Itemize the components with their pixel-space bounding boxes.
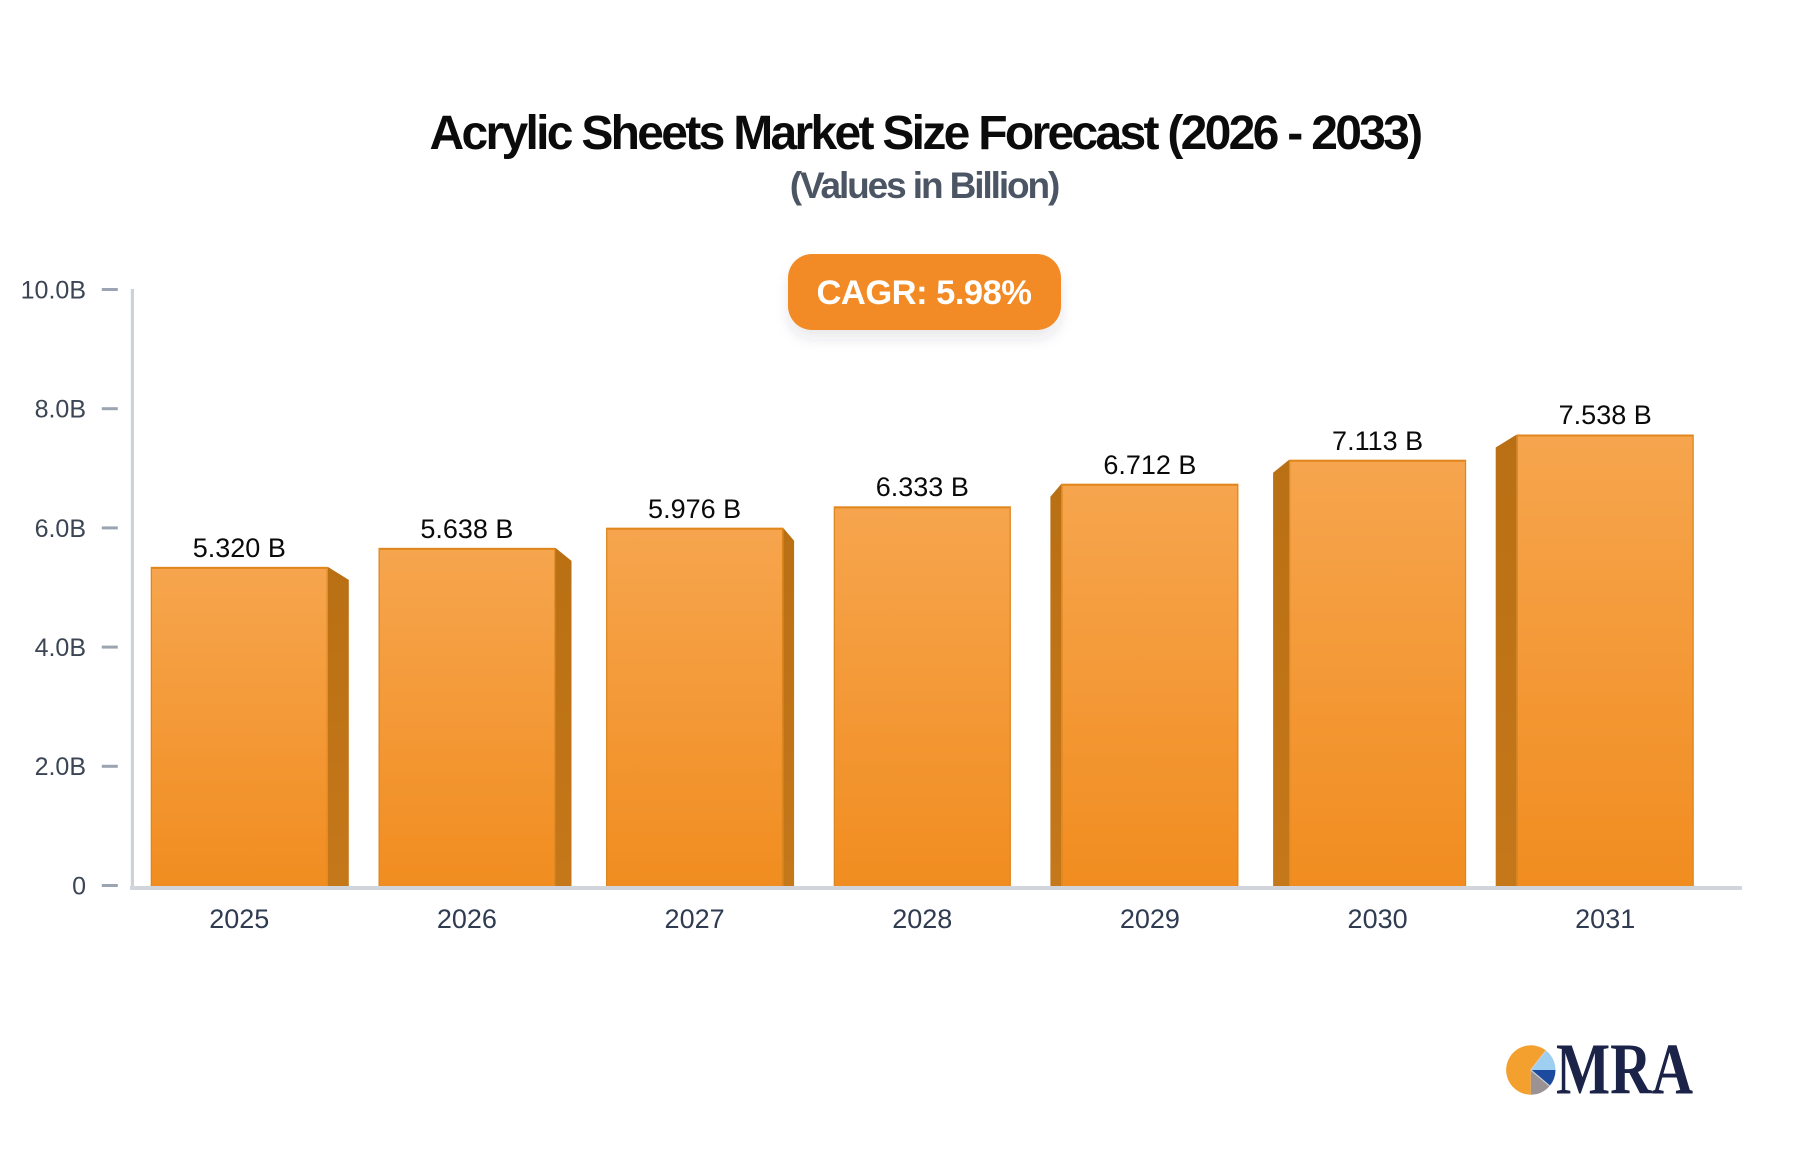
svg-text:5.976 B: 5.976 B bbox=[648, 494, 741, 524]
svg-text:4.0B: 4.0B bbox=[35, 634, 86, 662]
svg-text:2031: 2031 bbox=[1575, 904, 1635, 934]
svg-text:8.0B: 8.0B bbox=[35, 396, 86, 424]
svg-text:2028: 2028 bbox=[892, 904, 952, 934]
svg-text:6.0B: 6.0B bbox=[35, 515, 86, 543]
svg-text:5.638 B: 5.638 B bbox=[420, 514, 513, 544]
svg-text:Acrylic Sheets Market Size For: Acrylic Sheets Market Size Forecast (202… bbox=[430, 107, 1422, 160]
svg-text:10.0B: 10.0B bbox=[21, 276, 86, 304]
svg-text:2027: 2027 bbox=[665, 904, 725, 934]
svg-text:2029: 2029 bbox=[1120, 904, 1180, 934]
svg-text:2026: 2026 bbox=[437, 904, 497, 934]
svg-text:7.113 B: 7.113 B bbox=[1332, 426, 1423, 456]
svg-text:6.333 B: 6.333 B bbox=[876, 472, 969, 502]
svg-text:(Values in Billion): (Values in Billion) bbox=[790, 165, 1059, 206]
svg-text:0: 0 bbox=[72, 872, 86, 900]
svg-text:2.0B: 2.0B bbox=[35, 753, 86, 781]
svg-text:2025: 2025 bbox=[209, 904, 269, 934]
svg-text:2030: 2030 bbox=[1348, 904, 1408, 934]
svg-text:CAGR: 5.98%: CAGR: 5.98% bbox=[817, 274, 1032, 312]
svg-text:MRA: MRA bbox=[1556, 1028, 1693, 1109]
svg-text:5.320 B: 5.320 B bbox=[193, 533, 286, 563]
svg-text:6.712 B: 6.712 B bbox=[1103, 450, 1196, 480]
svg-text:7.538 B: 7.538 B bbox=[1559, 400, 1652, 430]
